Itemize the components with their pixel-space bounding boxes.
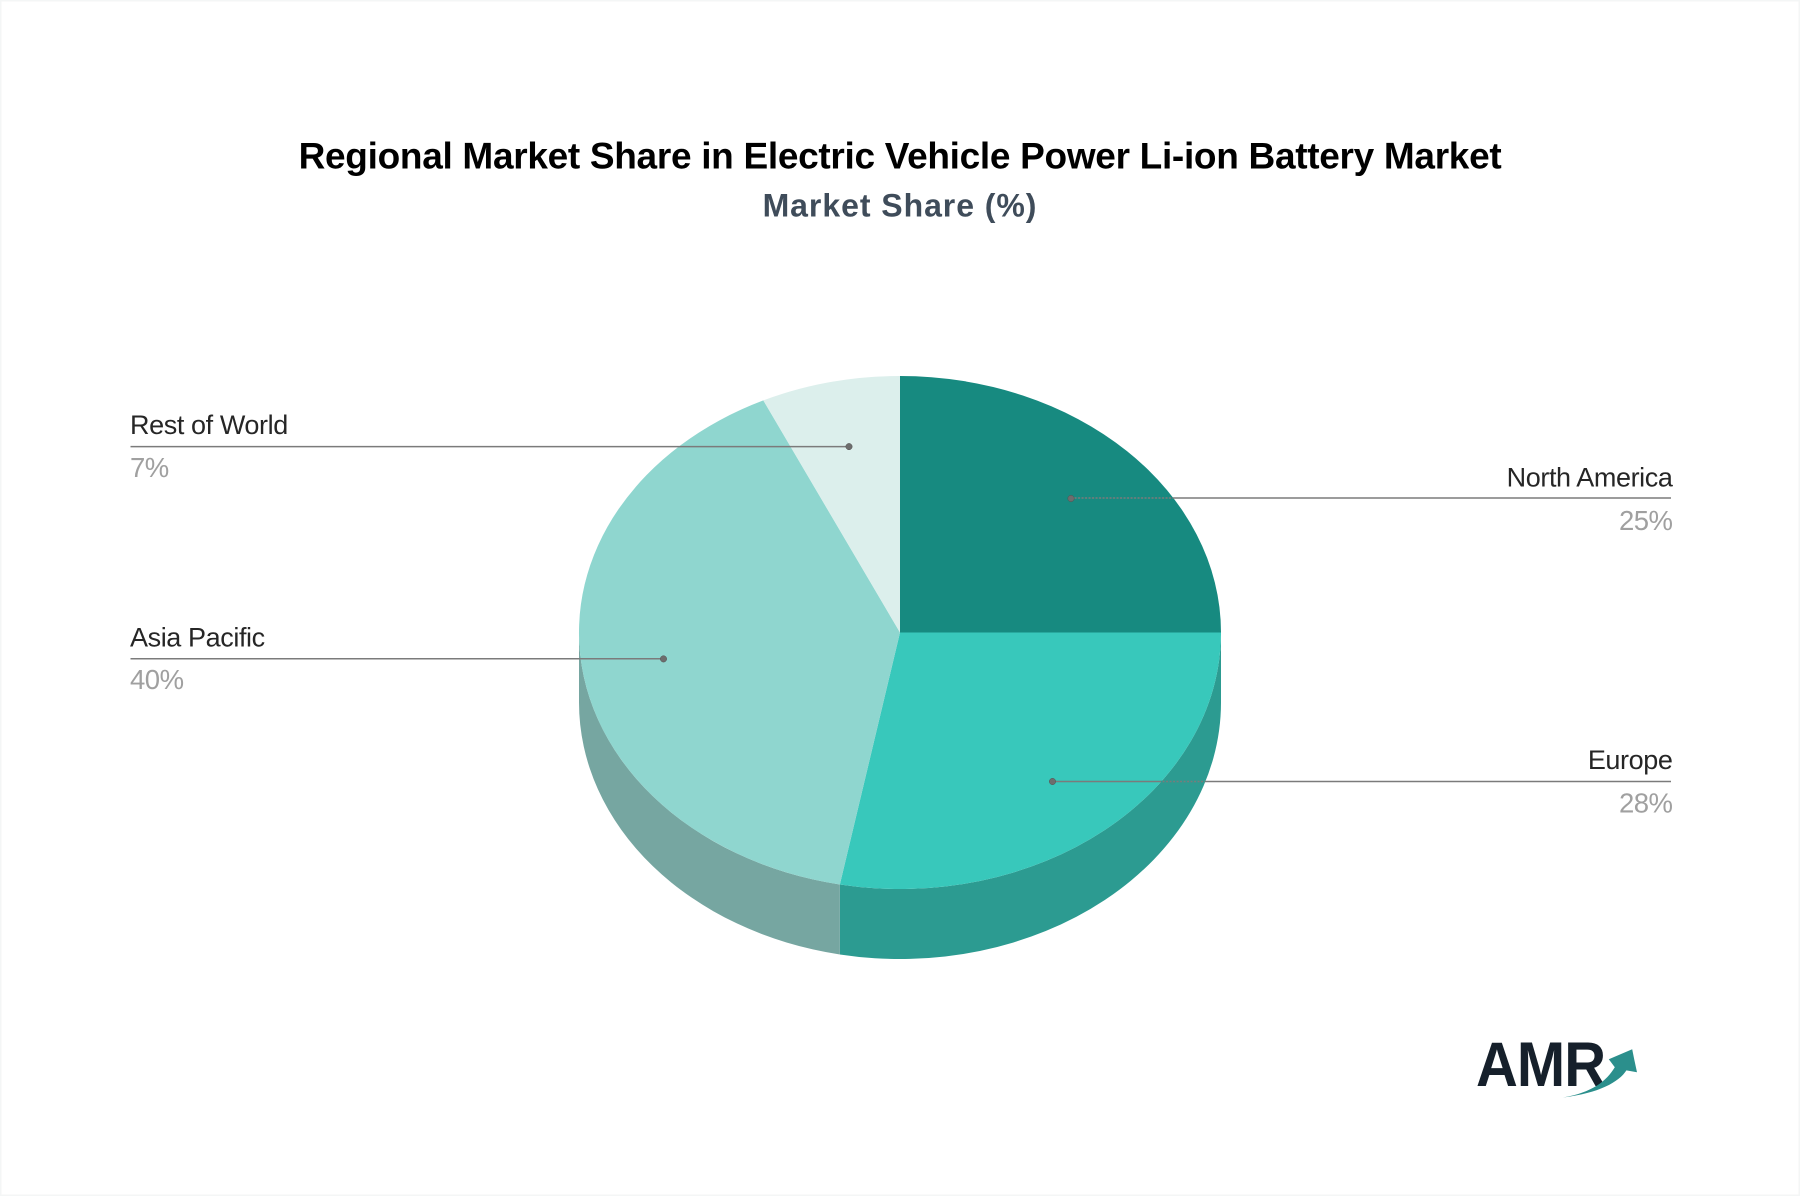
svg-text:AMR: AMR	[1476, 1029, 1605, 1100]
svg-text:Rest of World: Rest of World	[130, 410, 288, 440]
svg-text:Regional Market Share in Elect: Regional Market Share in Electric Vehicl…	[299, 136, 1502, 177]
svg-text:Market Share (%): Market Share (%)	[763, 187, 1038, 223]
svg-text:7%: 7%	[130, 452, 169, 483]
svg-text:Asia Pacific: Asia Pacific	[130, 623, 265, 653]
svg-text:28%: 28%	[1619, 788, 1673, 819]
svg-text:40%: 40%	[130, 664, 184, 695]
svg-text:25%: 25%	[1619, 505, 1673, 536]
svg-text:Europe: Europe	[1588, 745, 1673, 775]
svg-text:North America: North America	[1507, 463, 1674, 493]
